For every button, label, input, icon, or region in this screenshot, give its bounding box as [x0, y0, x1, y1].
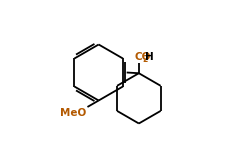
Text: CO: CO — [134, 52, 151, 62]
Text: MeO: MeO — [61, 108, 87, 118]
Text: 2: 2 — [142, 55, 148, 64]
Text: H: H — [145, 52, 154, 62]
